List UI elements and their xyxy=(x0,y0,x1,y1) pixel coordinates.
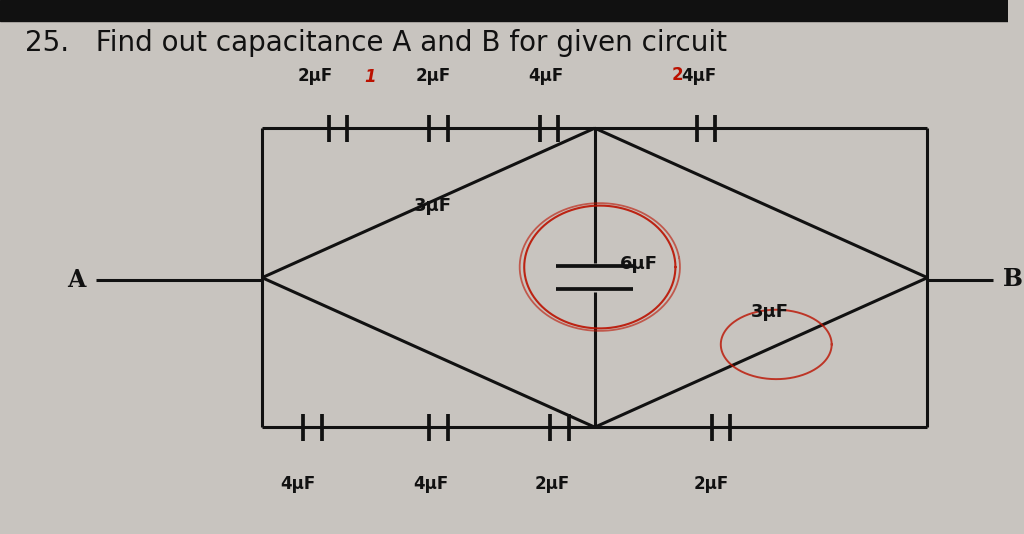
Text: 2μF: 2μF xyxy=(693,475,729,493)
Text: 4μF: 4μF xyxy=(414,475,449,493)
Text: 25.   Find out capacitance A and B for given circuit: 25. Find out capacitance A and B for giv… xyxy=(26,29,727,57)
Text: 4μF: 4μF xyxy=(681,67,717,85)
Text: 6μF: 6μF xyxy=(620,255,658,273)
Text: 1: 1 xyxy=(365,68,376,87)
Text: 2μF: 2μF xyxy=(535,475,569,493)
Bar xyxy=(0,0,1008,21)
Text: 2μF: 2μF xyxy=(297,67,333,85)
Text: 3μF: 3μF xyxy=(751,303,790,321)
Text: 2: 2 xyxy=(672,66,683,84)
Text: A: A xyxy=(68,269,86,292)
Text: 4μF: 4μF xyxy=(528,67,563,85)
Text: B: B xyxy=(1004,267,1023,290)
Text: 3μF: 3μF xyxy=(414,197,452,215)
Text: 4μF: 4μF xyxy=(281,475,315,493)
Text: 2μF: 2μF xyxy=(416,67,451,85)
